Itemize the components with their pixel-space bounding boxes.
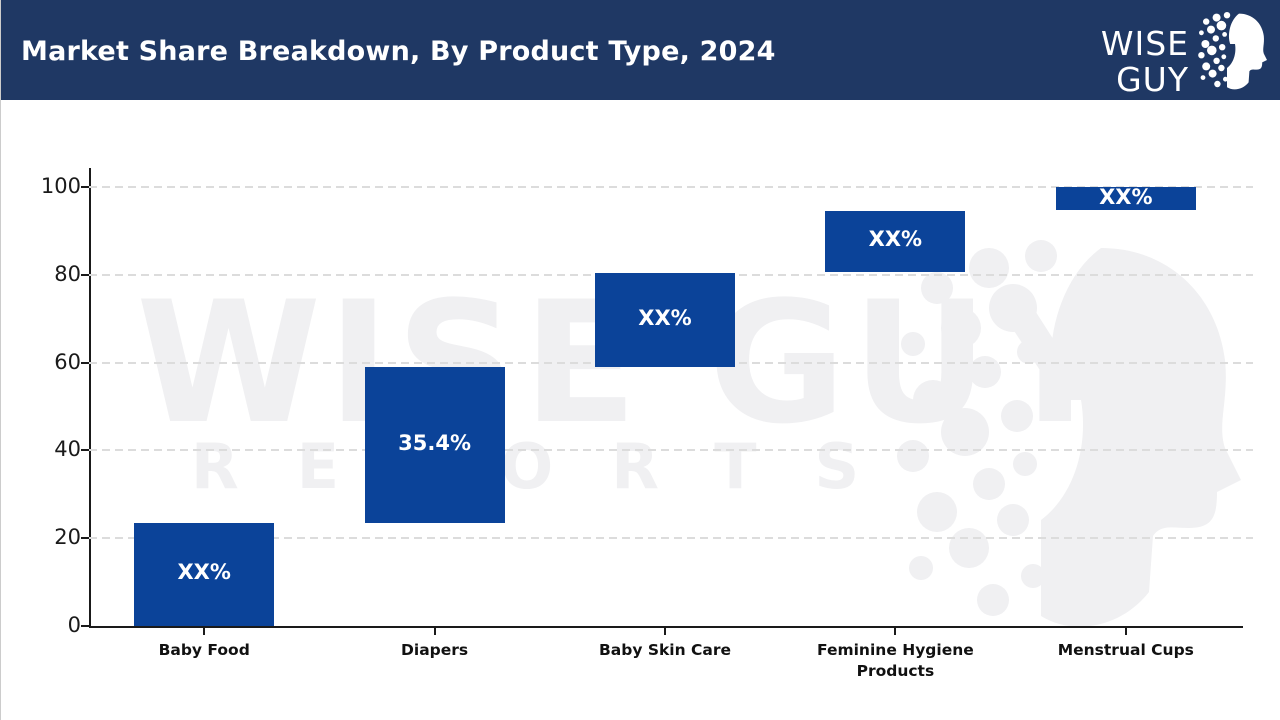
x-axis-tick (664, 628, 666, 635)
header-bar: Market Share Breakdown, By Product Type,… (1, 0, 1280, 130)
category-label-diapers: Diapers (401, 641, 469, 659)
gridline-y-40 (89, 449, 1253, 452)
bar-value-label: XX% (638, 305, 692, 330)
bar-value-label: 35.4% (398, 431, 472, 456)
y-axis-tick (81, 449, 89, 452)
x-axis-tick (894, 628, 897, 635)
bar-diapers: 35.4% (364, 367, 505, 523)
bar-value-label: XX% (868, 227, 923, 252)
y-axis-tick (81, 186, 89, 188)
y-tick-label: 60 (54, 349, 81, 374)
logo-text: WISE GUY R E P O R T S (1017, 24, 1189, 131)
x-axis-line (89, 626, 1243, 628)
category-label-menstrual-cups: Menstrual Cups (1057, 641, 1194, 659)
logo-subtitle: R E P O R T S (1017, 100, 1195, 130)
bar-value-label: XX% (177, 560, 231, 585)
y-tick-label: 0 (67, 613, 81, 637)
y-axis-tick (81, 625, 89, 627)
y-tick-label: 80 (54, 261, 81, 286)
category-label-feminine-hygiene-products: Feminine Hygiene Products (817, 641, 974, 680)
category-label-baby-skin-care: Baby Skin Care (598, 641, 732, 659)
y-tick-label: 40 (54, 437, 81, 462)
gridline-y-100 (89, 186, 1253, 188)
logo-face-icon (1198, 12, 1267, 90)
x-axis-tick (203, 628, 206, 635)
bar-feminine-hygiene-products: XX% (825, 211, 966, 272)
plot-area: 0 20 40 60 80 100 XX% Baby Food 35.4% Diapers XX% B… (1, 100, 1280, 720)
logo-wordmark: WISE GUY (1100, 24, 1189, 99)
y-axis-tick (81, 273, 89, 276)
gridline-y-20 (89, 537, 1253, 540)
bar-value-label: XX% (1099, 184, 1153, 209)
category-label-baby-food: Baby Food (158, 641, 250, 659)
bar-baby-food: XX% (134, 522, 275, 626)
x-axis-tick (433, 628, 436, 635)
y-axis-tick (81, 537, 89, 540)
y-tick-label: 100 (40, 174, 81, 198)
y-tick-label: 20 (54, 525, 81, 550)
x-axis-tick (1124, 628, 1127, 635)
y-axis-line (89, 168, 91, 628)
y-axis-tick (81, 361, 89, 364)
chart-title: Market Share Breakdown, By Product Type,… (21, 36, 776, 67)
bar-baby-skin-care: XX% (595, 272, 735, 367)
bar-menstrual-cups: XX% (1055, 184, 1196, 211)
wiseguy-logo: WISE GUY R E P O R T S (1017, 8, 1267, 130)
